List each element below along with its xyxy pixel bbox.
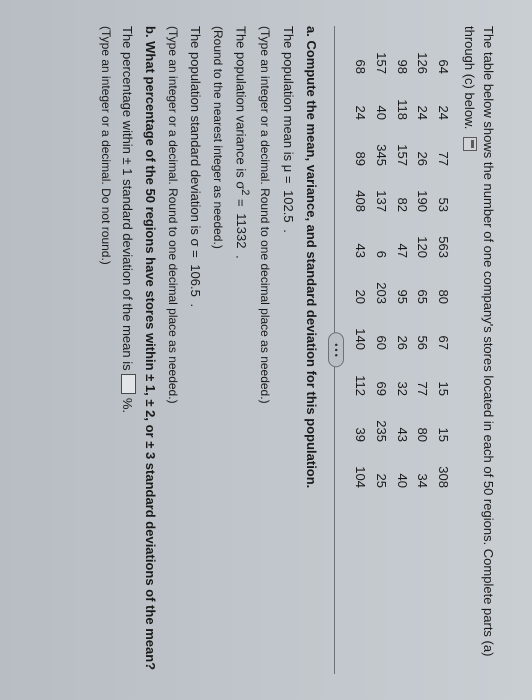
sd-line: The population standard deviation is σ =… [185, 26, 205, 674]
table-cell: 157 [370, 38, 391, 84]
table-cell: 77 [412, 360, 433, 406]
table-cell: 98 [391, 38, 412, 84]
table-cell: 68 [349, 38, 370, 84]
table-cell: 235 [370, 406, 391, 452]
table-cell: 203 [370, 268, 391, 314]
data-table: 6424775356380671515308126242619012065567… [349, 38, 453, 498]
variance-note: (Round to the nearest integer as needed.… [208, 26, 225, 674]
table-cell: 120 [412, 222, 433, 268]
table-cell: 77 [432, 130, 453, 176]
table-cell: 34 [412, 452, 433, 498]
table-cell: 80 [432, 268, 453, 314]
variance-line: The population variance is σ2 = 11332 . [230, 26, 252, 674]
table-cell: 95 [391, 268, 412, 314]
table-cell: 32 [391, 360, 412, 406]
table-cell: 40 [391, 452, 412, 498]
var-suffix: . [234, 255, 249, 259]
table-cell: 80 [412, 406, 433, 452]
table-cell: 25 [370, 452, 391, 498]
table-cell: 89 [349, 130, 370, 176]
sd-note: (Type an integer or a decimal. Round to … [163, 26, 180, 674]
table-cell: 67 [432, 314, 453, 360]
sd-suffix: . [188, 304, 203, 308]
percent-suffix: %. [120, 398, 135, 413]
table-cell: 104 [349, 452, 370, 498]
table-cell: 53 [432, 176, 453, 222]
part-a-prompt: a. Compute the mean, variance, and stand… [304, 26, 319, 488]
sd-prefix: The population standard deviation is σ = [188, 26, 203, 261]
intro-text-span: The table below shows the number of one … [462, 26, 496, 656]
table-cell: 563 [432, 222, 453, 268]
table-cell: 43 [391, 406, 412, 452]
table-row: 9811815782479526324340 [391, 38, 412, 498]
table-cell: 64 [432, 38, 453, 84]
percent-note: (Type an integer or a decimal. Do not ro… [96, 26, 113, 674]
table-cell: 408 [349, 176, 370, 222]
variance-value: 11332 [230, 210, 250, 251]
intro-text: The table below shows the number of one … [459, 26, 497, 674]
data-table-wrap: 6424775356380671515308126242619012065567… [349, 26, 453, 674]
table-cell: 15 [432, 406, 453, 452]
section-divider: ••• [334, 26, 335, 674]
table-cell: 190 [412, 176, 433, 222]
var-mid: = [234, 195, 249, 210]
table-cell: 43 [349, 222, 370, 268]
table-row: 12624261901206556778034 [412, 38, 433, 498]
table-cell: 140 [349, 314, 370, 360]
table-row: 6424775356380671515308 [432, 38, 453, 498]
table-cell: 118 [391, 84, 412, 130]
table-cell: 20 [349, 268, 370, 314]
percent-prefix: The percentage within ± 1 standard devia… [120, 26, 135, 374]
table-row: 157403451376203606923525 [370, 38, 391, 498]
table-cell: 60 [370, 314, 391, 360]
table-cell: 47 [391, 222, 412, 268]
table-cell: 26 [412, 130, 433, 176]
percent-input[interactable] [121, 374, 136, 394]
mean-prefix: The population mean is μ = [281, 26, 296, 187]
part-b-prompt: b. What percentage of the 50 regions hav… [143, 26, 158, 670]
table-cell: 24 [432, 84, 453, 130]
table-cell: 39 [349, 406, 370, 452]
var-prefix: The population variance is σ [234, 26, 249, 189]
table-cell: 112 [349, 360, 370, 406]
table-cell: 56 [412, 314, 433, 360]
mean-note: (Type an integer or a decimal. Round to … [256, 26, 273, 674]
table-cell: 15 [432, 360, 453, 406]
table-cell: 26 [391, 314, 412, 360]
mean-value: 102.5 [277, 187, 297, 226]
table-cell: 126 [412, 38, 433, 84]
percent-line: The percentage within ± 1 standard devia… [118, 26, 137, 674]
table-cell: 65 [412, 268, 433, 314]
calculator-icon[interactable] [463, 137, 477, 151]
table-cell: 137 [370, 176, 391, 222]
mean-line: The population mean is μ = 102.5 . [277, 26, 297, 674]
table-cell: 345 [370, 130, 391, 176]
table-cell: 82 [391, 176, 412, 222]
expand-dots-icon[interactable]: ••• [328, 332, 344, 367]
table-cell: 40 [370, 84, 391, 130]
table-cell: 157 [391, 130, 412, 176]
table-cell: 24 [349, 84, 370, 130]
table-cell: 69 [370, 360, 391, 406]
sd-value: 106.5 [185, 261, 205, 300]
table-cell: 6 [370, 222, 391, 268]
mean-suffix: . [281, 229, 296, 233]
table-cell: 308 [432, 452, 453, 498]
table-cell: 24 [412, 84, 433, 130]
table-row: 682489408432014011239104 [349, 38, 370, 498]
